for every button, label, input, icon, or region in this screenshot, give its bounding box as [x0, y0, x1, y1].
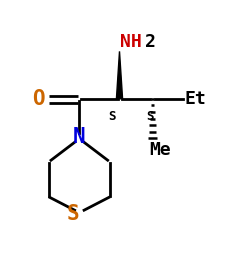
Polygon shape	[116, 51, 123, 99]
Text: 2: 2	[145, 33, 156, 51]
Text: S: S	[147, 110, 154, 123]
Text: O: O	[32, 89, 44, 109]
Text: S: S	[109, 110, 116, 123]
Text: Et: Et	[184, 90, 206, 108]
Text: N: N	[73, 127, 86, 147]
Text: NH: NH	[120, 33, 142, 51]
Text: Me: Me	[149, 141, 171, 159]
Text: S: S	[67, 204, 80, 224]
